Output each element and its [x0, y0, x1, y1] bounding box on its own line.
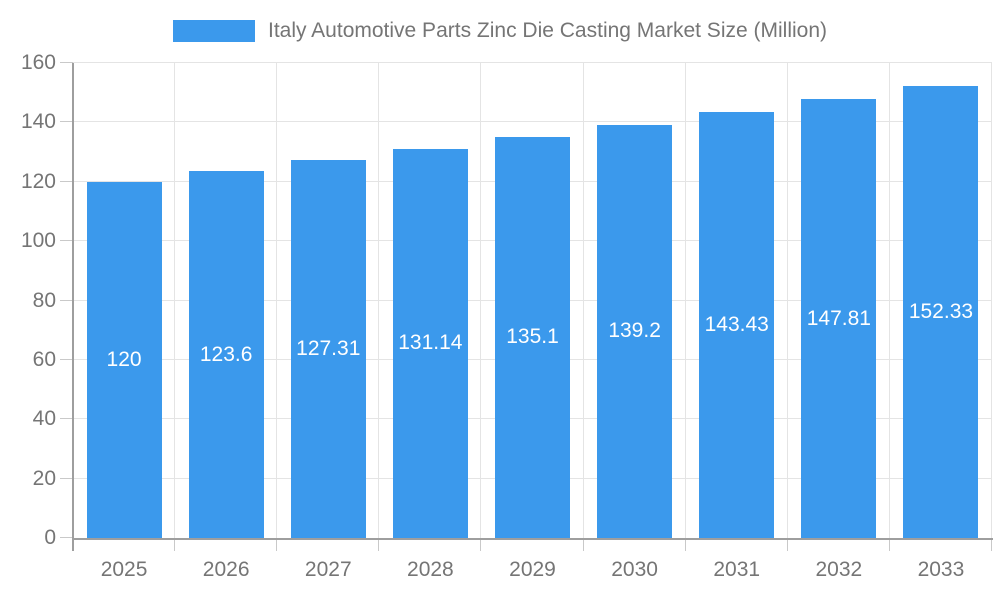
- x-gridline: [786, 63, 788, 538]
- bar[interactable]: [495, 136, 570, 538]
- x-axis-line: [72, 538, 993, 540]
- x-gridline: [378, 63, 380, 538]
- y-gridline: [73, 62, 992, 63]
- bar-value-label: 120: [106, 347, 142, 371]
- bar[interactable]: [597, 124, 673, 538]
- y-axis-label: 160: [20, 51, 56, 74]
- y-axis-tick: [60, 121, 73, 123]
- bar-value-label: 139.2: [608, 319, 661, 343]
- y-axis-label: 40: [32, 407, 56, 431]
- x-gridline: [684, 63, 686, 538]
- y-axis-label: 80: [32, 288, 56, 312]
- bar-value-label: 147.81: [806, 306, 871, 330]
- x-axis-label: 2027: [304, 558, 352, 581]
- bar[interactable]: [290, 160, 366, 538]
- bar[interactable]: [903, 85, 979, 538]
- x-axis-label: 2026: [202, 558, 250, 581]
- x-gridline: [888, 63, 890, 538]
- x-axis-tick: [582, 538, 584, 551]
- bar-value-label: 135.1: [506, 325, 559, 349]
- x-gridline: [582, 63, 584, 538]
- y-axis-label: 20: [32, 466, 56, 490]
- y-axis-tick: [60, 477, 73, 479]
- bar[interactable]: [699, 112, 775, 538]
- x-axis-label: 2031: [713, 558, 761, 581]
- y-axis-label: 60: [32, 347, 56, 371]
- y-axis-tick: [60, 418, 73, 420]
- x-axis-label: 2030: [611, 558, 658, 581]
- y-axis-tick: [60, 180, 73, 182]
- bar-value-label: 143.43: [704, 313, 769, 337]
- y-axis-label: 140: [20, 110, 56, 134]
- legend-swatch[interactable]: [172, 20, 255, 42]
- x-axis-tick: [786, 538, 788, 551]
- y-axis-label: 100: [20, 229, 56, 253]
- y-axis-tick: [60, 240, 73, 242]
- x-gridline: [174, 63, 176, 538]
- bar-value-label: 152.33: [908, 299, 974, 323]
- bar[interactable]: [86, 181, 162, 538]
- x-axis-label: 2025: [100, 558, 148, 581]
- x-gridline: [480, 63, 482, 538]
- x-axis-label: 2029: [509, 558, 556, 581]
- bar[interactable]: [188, 171, 264, 538]
- y-gridline: [73, 121, 992, 123]
- x-axis-label: 2028: [407, 558, 454, 581]
- bar-value-label: 127.31: [296, 337, 361, 361]
- y-axis-label: 0: [44, 526, 56, 549]
- x-axis-tick: [174, 538, 176, 551]
- x-axis-tick: [991, 538, 992, 551]
- y-axis-tick: [60, 62, 73, 63]
- bar-value-label: 123.6: [199, 342, 253, 366]
- y-axis-line: [72, 63, 74, 551]
- x-gridline: [276, 63, 278, 538]
- x-axis-tick: [276, 538, 278, 551]
- x-axis-tick: [378, 538, 380, 551]
- x-axis-tick: [684, 538, 686, 551]
- x-axis-tick: [480, 538, 482, 551]
- x-axis-label: 2033: [917, 558, 965, 581]
- legend[interactable]: Italy Automotive Parts Zinc Die Casting …: [0, 16, 1000, 46]
- y-axis-tick: [60, 537, 73, 538]
- bar-value-label: 131.14: [398, 331, 463, 355]
- bar[interactable]: [801, 99, 877, 538]
- y-axis-tick: [60, 299, 73, 301]
- x-axis-tick: [888, 538, 890, 551]
- legend-label[interactable]: Italy Automotive Parts Zinc Die Casting …: [267, 19, 827, 42]
- bar[interactable]: [392, 148, 468, 538]
- x-axis-label: 2032: [815, 558, 863, 581]
- y-axis-label: 120: [20, 169, 56, 193]
- x-gridline: [991, 63, 992, 538]
- y-axis-tick: [60, 358, 73, 360]
